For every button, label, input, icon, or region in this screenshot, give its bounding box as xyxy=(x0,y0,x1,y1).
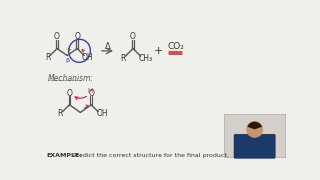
Text: β: β xyxy=(65,58,69,63)
FancyArrowPatch shape xyxy=(82,50,84,52)
Text: R: R xyxy=(120,54,126,63)
FancyArrowPatch shape xyxy=(75,96,86,100)
Text: CH₃: CH₃ xyxy=(138,54,152,63)
Text: EXAMPLE:: EXAMPLE: xyxy=(46,153,82,158)
Wedge shape xyxy=(247,122,262,129)
Text: Predict the correct structure for the final product.: Predict the correct structure for the fi… xyxy=(71,153,229,158)
Text: O: O xyxy=(130,33,136,42)
Text: OH: OH xyxy=(82,53,93,62)
Text: O: O xyxy=(88,89,94,98)
Circle shape xyxy=(247,122,262,137)
FancyArrowPatch shape xyxy=(68,49,70,51)
Text: Mechanism:: Mechanism: xyxy=(48,74,94,83)
FancyArrowPatch shape xyxy=(84,105,89,108)
Text: R: R xyxy=(45,53,51,62)
Text: Δ: Δ xyxy=(105,42,110,51)
FancyBboxPatch shape xyxy=(234,134,276,159)
Text: O: O xyxy=(74,33,80,42)
Text: CO₂: CO₂ xyxy=(167,42,184,51)
Text: H: H xyxy=(88,88,93,94)
Text: O: O xyxy=(54,33,60,42)
Text: O: O xyxy=(67,89,72,98)
Text: R: R xyxy=(58,109,63,118)
FancyBboxPatch shape xyxy=(224,114,285,157)
Text: OH: OH xyxy=(96,109,108,118)
Text: +: + xyxy=(154,46,163,56)
